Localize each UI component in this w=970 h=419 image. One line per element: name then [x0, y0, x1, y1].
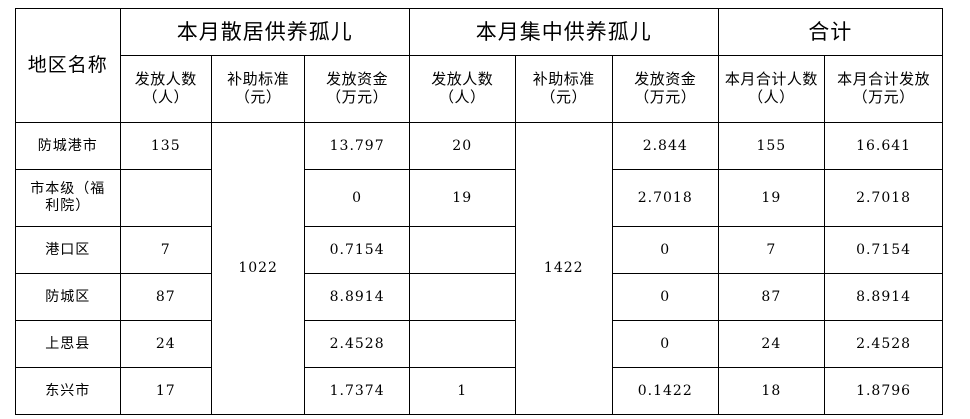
header-region-name: 地区名称	[15, 8, 121, 123]
subheader-line1: 发放资金	[634, 70, 697, 89]
table-row: 港口区 7 0.7154 0 7 0.7154	[15, 226, 943, 274]
subheader-institutional-count: 发放人数 （人）	[408, 55, 516, 123]
cell-scattered-count: 87	[119, 273, 212, 321]
orphan-subsidy-table: 地区名称 本月散居供养孤儿 本月集中供养孤儿 合计 发放人数 （人） 补助标准 …	[15, 8, 944, 415]
cell-total-count: 87	[717, 273, 826, 321]
subheader-line1: 补助标准	[532, 70, 595, 89]
cell-total-amount: 16.641	[824, 122, 943, 170]
subheader-line1: 本月合计人数	[724, 70, 818, 89]
cell-region-line1: 市本级（福	[30, 181, 106, 198]
cell-scattered-count: 17	[119, 367, 212, 415]
cell-region: 防城区	[15, 273, 121, 321]
subheader-scattered-count: 发放人数 （人）	[119, 55, 212, 123]
table-row: 防城港市 135 1022 13.797 20 1422 2.844 155 1…	[15, 122, 943, 415]
subheader-institutional-standard: 补助标准 （元）	[514, 55, 613, 123]
cell-scattered-amount: 1.7374	[304, 367, 410, 415]
subheader-line2: （元）	[540, 88, 587, 106]
cell-total-count: 18	[717, 367, 826, 415]
subheader-line2: （万元）	[634, 88, 697, 106]
table-row: 上思县 24 2.4528 0 24 2.4528	[15, 320, 943, 368]
subheader-scattered-amount: 发放资金 （万元）	[304, 55, 410, 123]
cell-institutional-amount: 2.7018	[611, 169, 719, 227]
cell-institutional-amount: 0	[611, 226, 719, 274]
cell-region: 上思县	[15, 320, 121, 368]
cell-scattered-standard-merged: 1022	[210, 122, 306, 415]
subheader-line1: 发放人数	[134, 70, 197, 89]
cell-scattered-count: 7	[119, 226, 212, 274]
subheader-line2: （人）	[748, 88, 795, 106]
cell-total-count: 7	[717, 226, 826, 274]
cell-scattered-amount: 8.8914	[304, 273, 410, 321]
cell-scattered-count: 24	[119, 320, 212, 368]
subheader-total-amount: 本月合计发放 （万元）	[824, 55, 943, 123]
table-row: 东兴市 17 1.7374 1 0.1422 18 1.8796	[15, 367, 943, 415]
cell-region: 市本级（福 利院）	[15, 169, 121, 227]
subheader-line2: （万元）	[852, 88, 915, 106]
subheader-scattered-standard: 补助标准 （元）	[210, 55, 306, 123]
subheader-line1: 发放资金	[326, 70, 389, 89]
cell-institutional-amount: 0	[611, 273, 719, 321]
group-header-institutional: 本月集中供养孤儿	[408, 8, 719, 56]
header-row-subheaders: 发放人数 （人） 补助标准 （元） 发放资金 （万元） 发放人数 （人） 补助标…	[16, 55, 943, 123]
subheader-line2: （人）	[142, 88, 189, 106]
subheader-institutional-amount: 发放资金 （万元）	[611, 55, 719, 123]
cell-institutional-amount: 0.1422	[611, 367, 719, 415]
cell-total-count: 19	[717, 169, 826, 227]
cell-total-count: 155	[717, 122, 826, 170]
header-row-groups: 地区名称 本月散居供养孤儿 本月集中供养孤儿 合计	[15, 8, 944, 123]
cell-scattered-amount: 13.797	[304, 122, 410, 170]
cell-institutional-count	[408, 273, 516, 321]
cell-scattered-count	[119, 169, 212, 227]
subheader-line2: （人）	[438, 88, 486, 106]
cell-institutional-count: 19	[408, 169, 516, 227]
cell-total-amount: 2.7018	[824, 169, 943, 227]
cell-region: 港口区	[15, 226, 121, 274]
cell-total-amount: 8.8914	[824, 273, 943, 321]
cell-total-amount: 0.7154	[824, 226, 943, 274]
cell-scattered-amount: 2.4528	[304, 320, 410, 368]
cell-institutional-amount: 2.844	[611, 122, 719, 170]
cell-institutional-amount: 0	[611, 320, 719, 368]
cell-total-amount: 2.4528	[824, 320, 943, 368]
cell-total-amount: 1.8796	[824, 367, 943, 415]
cell-institutional-standard-merged: 1422	[514, 122, 613, 415]
table-row: 市本级（福 利院） 0 19 2.7018 19 2.7018	[15, 169, 943, 227]
cell-institutional-count	[408, 226, 516, 274]
cell-region-line2: 利院）	[45, 198, 91, 214]
table-row: 防城区 87 8.8914 0 87 8.8914	[15, 273, 943, 321]
cell-scattered-amount: 0.7154	[304, 226, 410, 274]
cell-scattered-amount: 0	[304, 169, 410, 227]
cell-institutional-count: 20	[408, 122, 516, 170]
cell-institutional-count: 1	[408, 367, 516, 415]
subheader-line1: 本月合计发放	[837, 70, 931, 89]
cell-region: 东兴市	[15, 367, 121, 415]
cell-total-count: 24	[717, 320, 826, 368]
subheader-total-count: 本月合计人数 （人）	[717, 55, 826, 123]
cell-institutional-count	[408, 320, 516, 368]
subheader-line1: 发放人数	[431, 70, 494, 89]
subheader-line1: 补助标准	[227, 70, 290, 89]
cell-scattered-count: 135	[119, 122, 212, 170]
cell-region: 防城港市	[15, 122, 121, 170]
group-header-total: 合计	[717, 8, 944, 56]
subheader-line2: （元）	[234, 88, 282, 106]
group-header-scattered: 本月散居供养孤儿	[119, 8, 410, 56]
subheader-line2: （万元）	[326, 88, 389, 106]
